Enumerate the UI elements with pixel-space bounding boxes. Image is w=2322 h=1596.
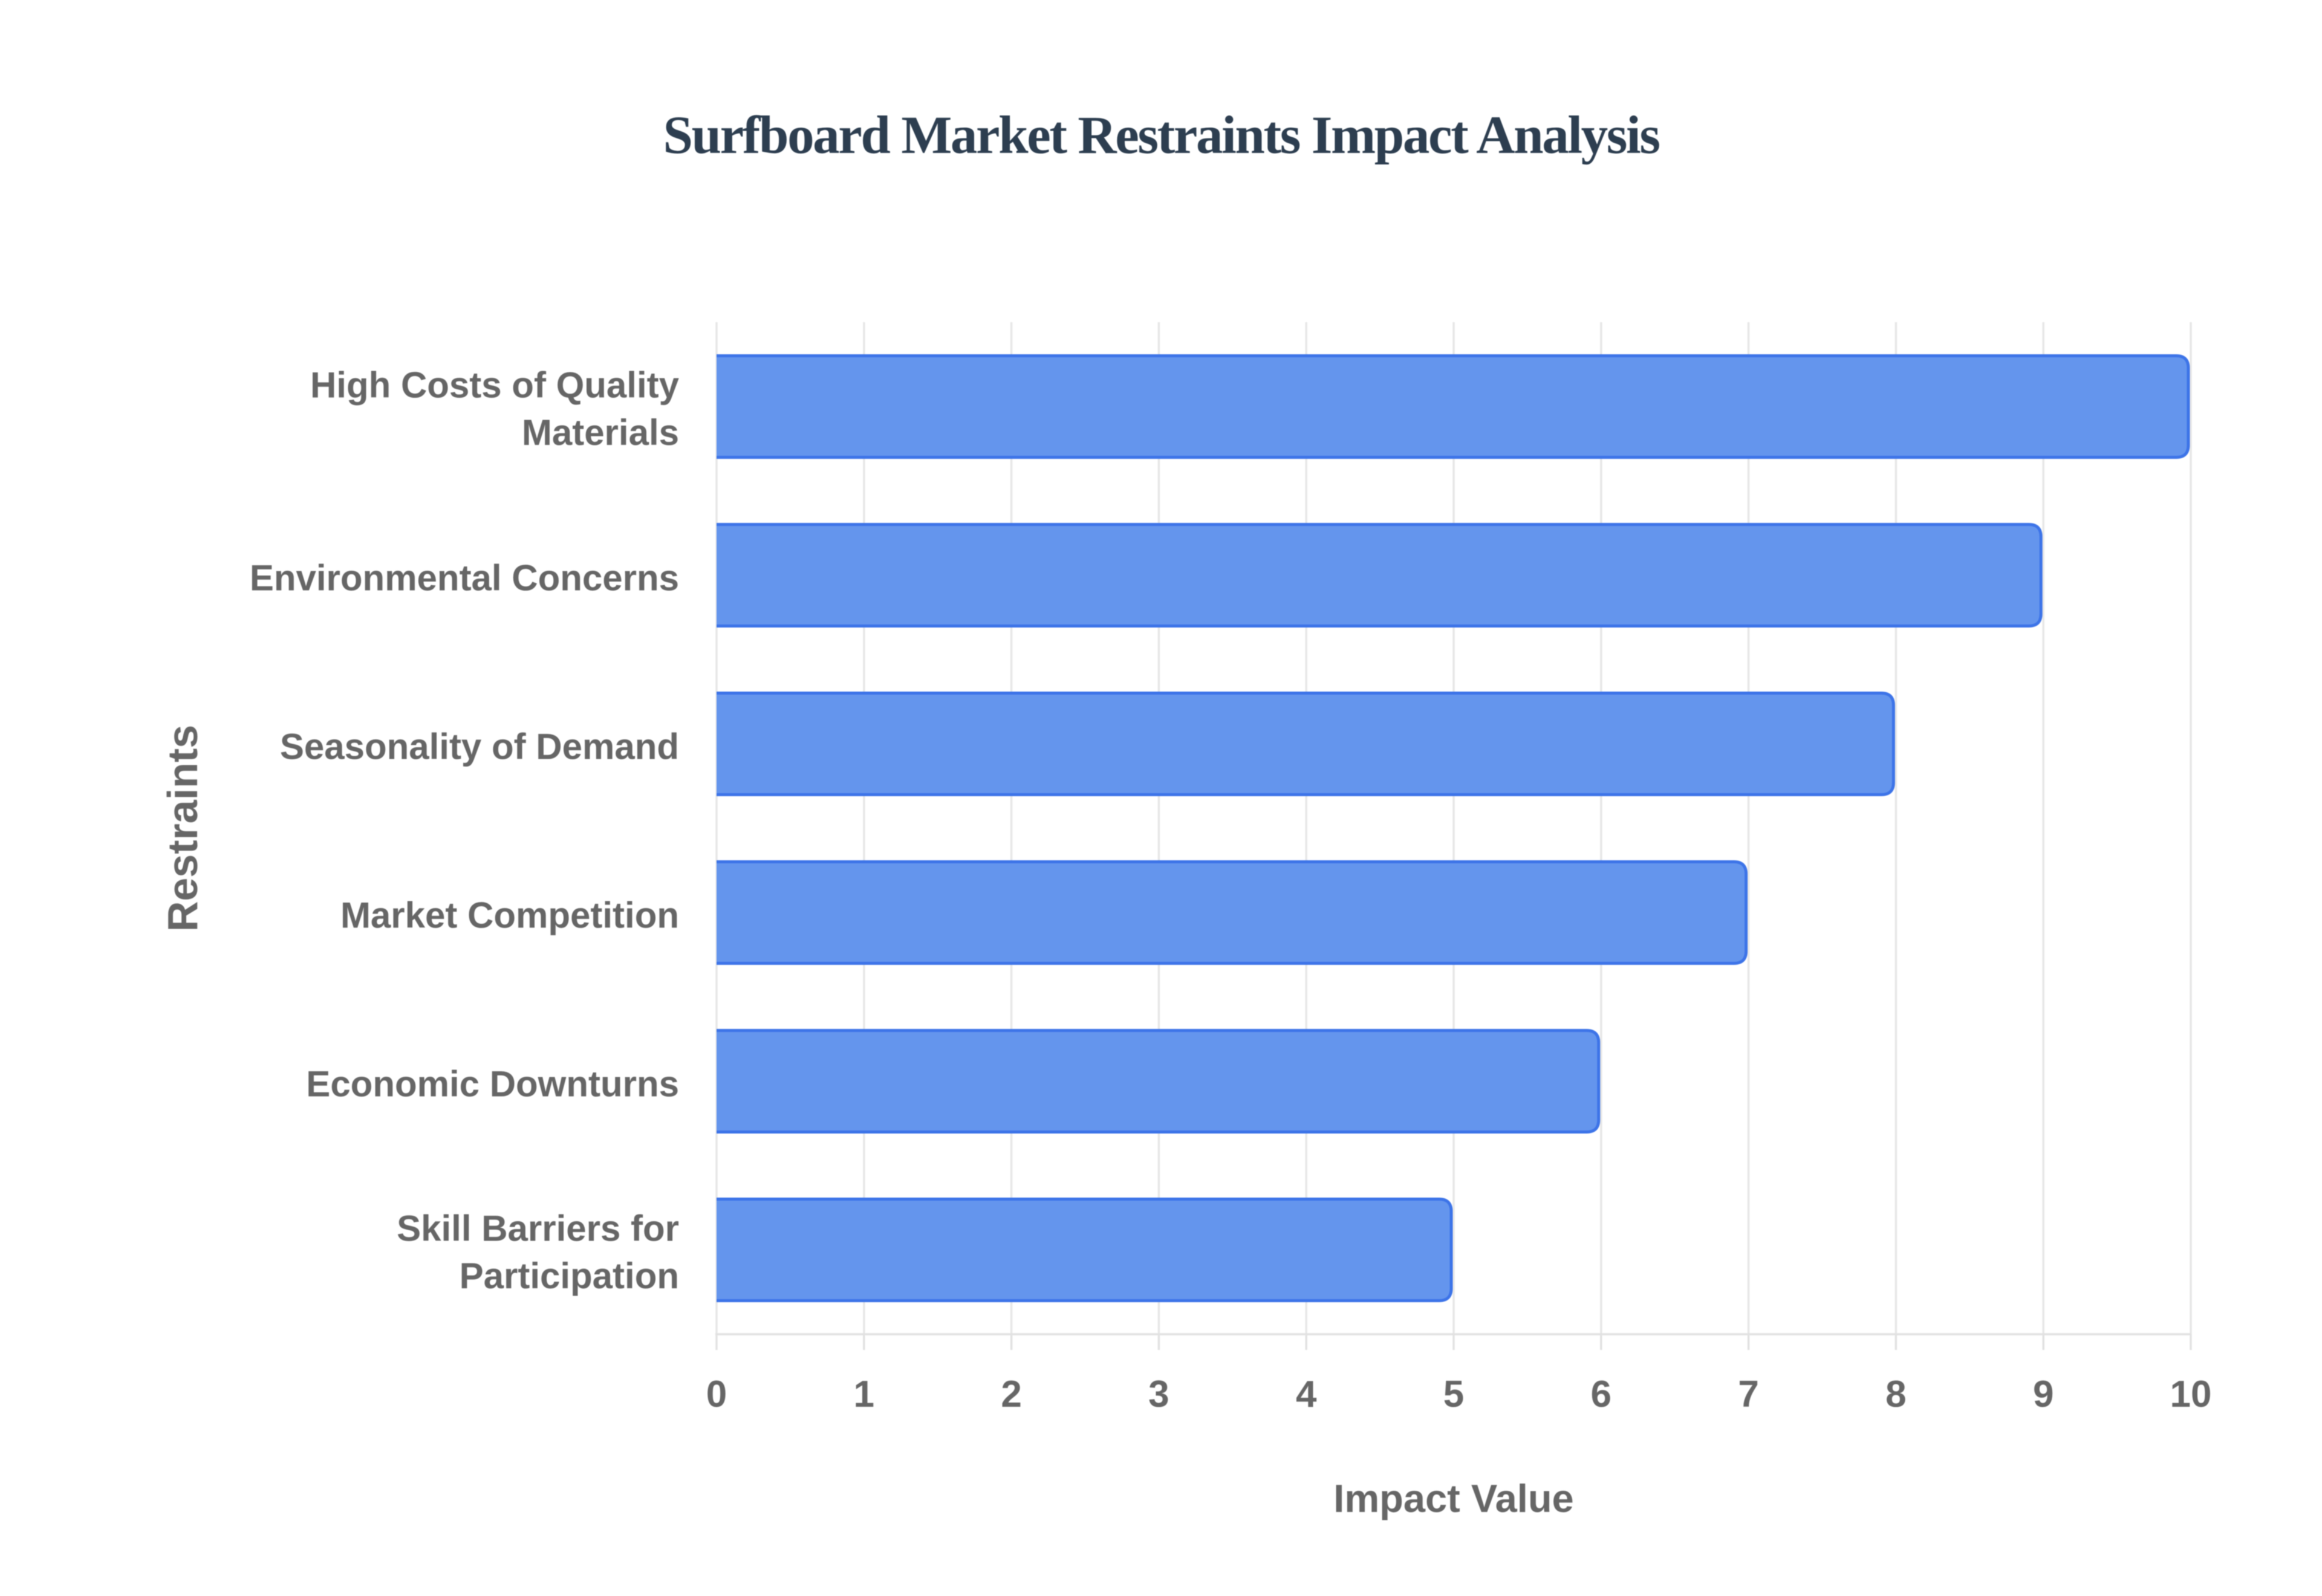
svg-text:Restraints: Restraints [159,725,206,932]
svg-text:7: 7 [1738,1374,1758,1415]
svg-text:Environmental Concerns: Environmental Concerns [250,558,679,598]
svg-text:4: 4 [1296,1374,1317,1415]
svg-text:Impact Value: Impact Value [1333,1476,1573,1520]
svg-text:Materials: Materials [522,412,679,453]
svg-text:High Costs of Quality: High Costs of Quality [310,365,680,406]
svg-text:Skill Barriers for: Skill Barriers for [397,1208,679,1249]
svg-text:3: 3 [1148,1374,1169,1415]
svg-text:Seasonality of Demand: Seasonality of Demand [280,727,679,767]
svg-text:0: 0 [706,1374,727,1415]
svg-text:2: 2 [1001,1374,1021,1415]
svg-text:Economic Downturns: Economic Downturns [306,1064,679,1105]
svg-text:6: 6 [1591,1374,1611,1415]
svg-text:Surfboard Market Restraints Im: Surfboard Market Restraints Impact Analy… [663,106,1659,165]
svg-text:Participation: Participation [460,1256,679,1296]
svg-text:8: 8 [1885,1374,1906,1415]
svg-text:Market Competition: Market Competition [340,895,679,936]
svg-text:9: 9 [2033,1374,2054,1415]
svg-text:1: 1 [854,1374,874,1415]
svg-text:10: 10 [2170,1374,2212,1415]
svg-text:5: 5 [1443,1374,1464,1415]
